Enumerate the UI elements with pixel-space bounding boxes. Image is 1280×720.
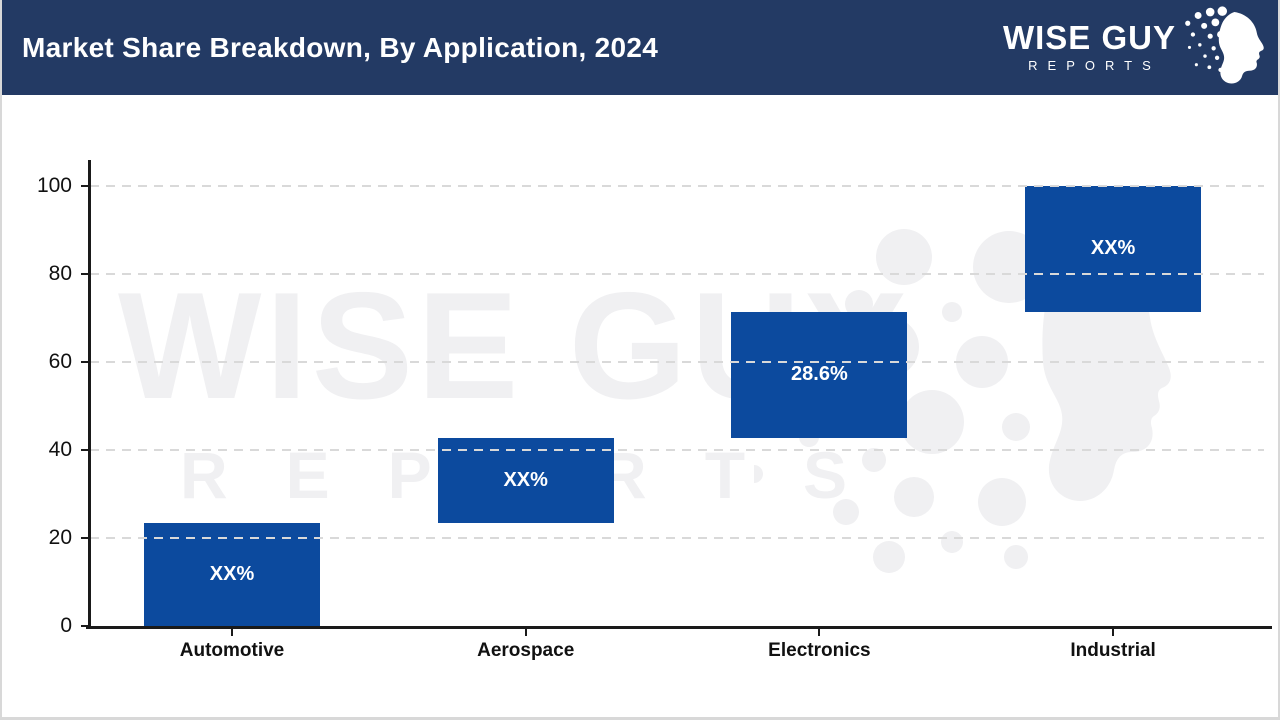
header: Market Share Breakdown, By Application, … [2, 0, 1278, 95]
gridline-y80 [90, 273, 1264, 275]
y-tick-label: 20 [48, 526, 72, 549]
bar-value-label: XX% [503, 468, 548, 491]
gridline-y40 [90, 449, 1264, 451]
x-tick-mark [818, 626, 821, 636]
y-tick-mark [81, 625, 90, 627]
brand-wordmark: WISE GUY [1002, 19, 1176, 56]
brand-face-icon [1185, 6, 1264, 84]
x-category-label: Automotive [179, 640, 285, 661]
page-title: Market Share Breakdown, By Application, … [22, 31, 659, 63]
x-axis-line [86, 626, 1272, 629]
bar-value-label: 28.6% [791, 363, 848, 386]
y-tick-mark [81, 273, 90, 275]
y-tick-label: 80 [48, 262, 72, 285]
brand-logo: WISE GUY REPORTS [1003, 6, 1268, 88]
brand-text: WISE GUY REPORTS [1003, 21, 1176, 73]
y-tick-label: 40 [48, 438, 72, 461]
y-tick-mark [81, 449, 90, 451]
gridline-y100 [90, 185, 1264, 187]
bar-electronics: 28.6% [731, 311, 908, 438]
x-tick-mark [1112, 626, 1115, 636]
x-category-label: Aerospace [477, 640, 575, 661]
bar-industrial: XX% [1025, 186, 1202, 312]
bar-value-label: XX% [1090, 237, 1136, 260]
bar-aerospace: XX% [437, 437, 614, 523]
gridline-y20 [90, 537, 1264, 539]
brand-reports-text: REPORTS [1028, 58, 1161, 73]
x-category-label: Electronics [768, 640, 871, 661]
y-tick-label: 60 [48, 350, 72, 373]
gridline-y60 [90, 361, 1264, 363]
y-tick-mark [81, 361, 90, 363]
x-category-label: Industrial [1070, 640, 1156, 661]
y-tick-mark [81, 537, 90, 539]
x-tick-mark [231, 626, 233, 636]
bar-value-label: XX% [209, 562, 255, 585]
y-tick-label: 100 [36, 174, 72, 197]
y-axis-line [88, 160, 91, 628]
y-tick-label: 0 [60, 614, 72, 637]
x-tick-mark [524, 626, 527, 636]
bar-automotive: XX% [144, 522, 320, 626]
y-tick-mark [81, 185, 90, 187]
